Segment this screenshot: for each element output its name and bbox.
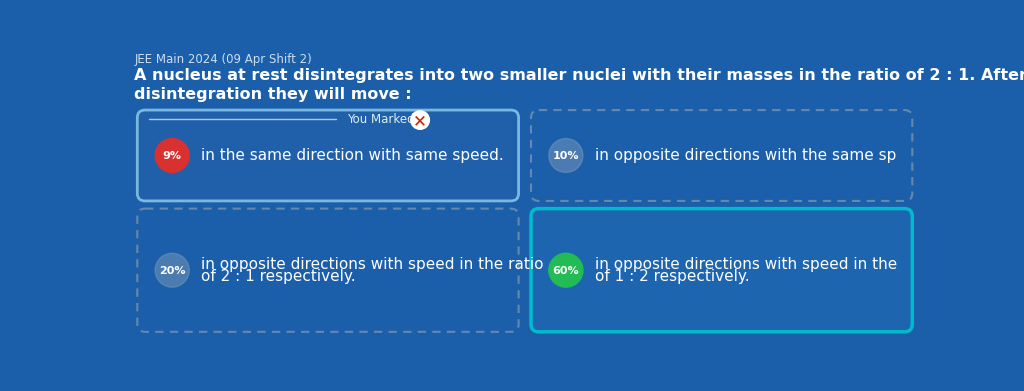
Text: of 1 : 2 respectively.: of 1 : 2 respectively. (595, 269, 750, 284)
Circle shape (549, 138, 583, 172)
Circle shape (155, 138, 189, 172)
Text: in the same direction with same speed.: in the same direction with same speed. (201, 148, 504, 163)
FancyBboxPatch shape (137, 110, 518, 201)
Text: 9%: 9% (163, 151, 181, 161)
Text: JEE Main 2024 (09 Apr Shift 2): JEE Main 2024 (09 Apr Shift 2) (134, 53, 312, 66)
Text: in opposite directions with the same sp: in opposite directions with the same sp (595, 148, 896, 163)
Text: 20%: 20% (159, 265, 185, 276)
Text: You Marked: You Marked (347, 113, 415, 126)
Text: of 2 : 1 respectively.: of 2 : 1 respectively. (201, 269, 355, 284)
Text: ✕: ✕ (413, 112, 427, 130)
FancyBboxPatch shape (531, 209, 912, 332)
Circle shape (549, 253, 583, 287)
Text: 60%: 60% (553, 265, 580, 276)
Text: 10%: 10% (553, 151, 580, 161)
Text: disintegration they will move :: disintegration they will move : (134, 87, 412, 102)
FancyBboxPatch shape (531, 110, 912, 201)
Text: in opposite directions with speed in the ratio: in opposite directions with speed in the… (201, 256, 544, 272)
Text: A nucleus at rest disintegrates into two smaller nuclei with their masses in the: A nucleus at rest disintegrates into two… (134, 68, 1024, 84)
FancyBboxPatch shape (137, 209, 518, 332)
Circle shape (155, 253, 189, 287)
Circle shape (411, 111, 429, 129)
Text: in opposite directions with speed in the: in opposite directions with speed in the (595, 256, 897, 272)
